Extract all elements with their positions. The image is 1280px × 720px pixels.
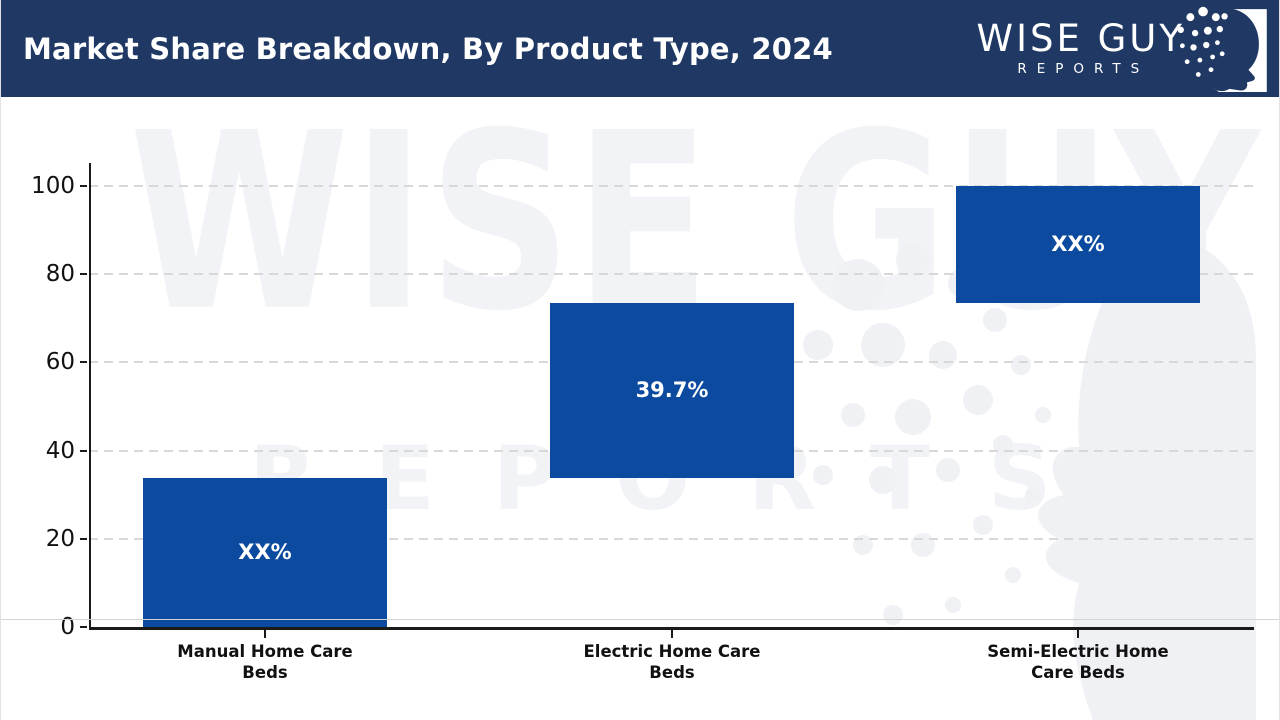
y-axis-line: [89, 163, 91, 630]
y-tick-mark: [80, 361, 87, 364]
y-tick-mark: [80, 273, 87, 276]
wiseguy-logo: WISE GUY REPORTS: [977, 6, 1279, 92]
x-tick-mark: [1077, 630, 1079, 638]
bar-value-label: XX%: [1051, 232, 1105, 257]
y-tick-label: 60: [45, 349, 75, 376]
logo-face-icon: [1177, 6, 1267, 92]
page-title: Market Share Breakdown, By Product Type,…: [23, 31, 833, 66]
y-tick-mark: [80, 537, 87, 540]
logo-text-reports: REPORTS: [1017, 61, 1150, 77]
gridline: [89, 185, 1254, 187]
x-tick-mark: [264, 630, 266, 638]
y-tick-label: 80: [45, 261, 75, 288]
bar: XX%: [956, 186, 1200, 303]
y-tick-label: 20: [45, 525, 75, 552]
y-tick-mark: [80, 185, 87, 187]
x-axis-line: [89, 627, 1254, 630]
bar-value-label: 39.7%: [635, 378, 709, 403]
y-tick-mark: [80, 449, 87, 452]
bar-value-label: XX%: [238, 540, 292, 565]
logo-wordmark: WISE GUY REPORTS: [977, 20, 1185, 77]
gridline: [89, 273, 1254, 276]
bottom-border-line: [1, 619, 1279, 620]
y-tick-label: 40: [45, 437, 75, 464]
bar: 39.7%: [550, 302, 794, 478]
category-label: Manual Home Care Beds: [177, 642, 353, 682]
category-label: Electric Home Care Beds: [583, 642, 761, 682]
y-tick-label: 0: [60, 614, 75, 640]
chart-area: WISE GUY REPORTS 0 20 40 60 80 100 XX% Manual H…: [1, 81, 1279, 720]
gridline: [89, 537, 1254, 540]
bar: XX%: [143, 477, 387, 627]
logo-text-wiseguy: WISE GUY: [976, 17, 1185, 60]
header-bar: Market Share Breakdown, By Product Type,…: [1, 0, 1279, 97]
category-label: Semi-Electric Home Care Beds: [987, 642, 1169, 682]
x-tick-mark: [671, 630, 673, 638]
y-tick-mark: [80, 626, 87, 628]
y-tick-label: 100: [31, 173, 75, 199]
